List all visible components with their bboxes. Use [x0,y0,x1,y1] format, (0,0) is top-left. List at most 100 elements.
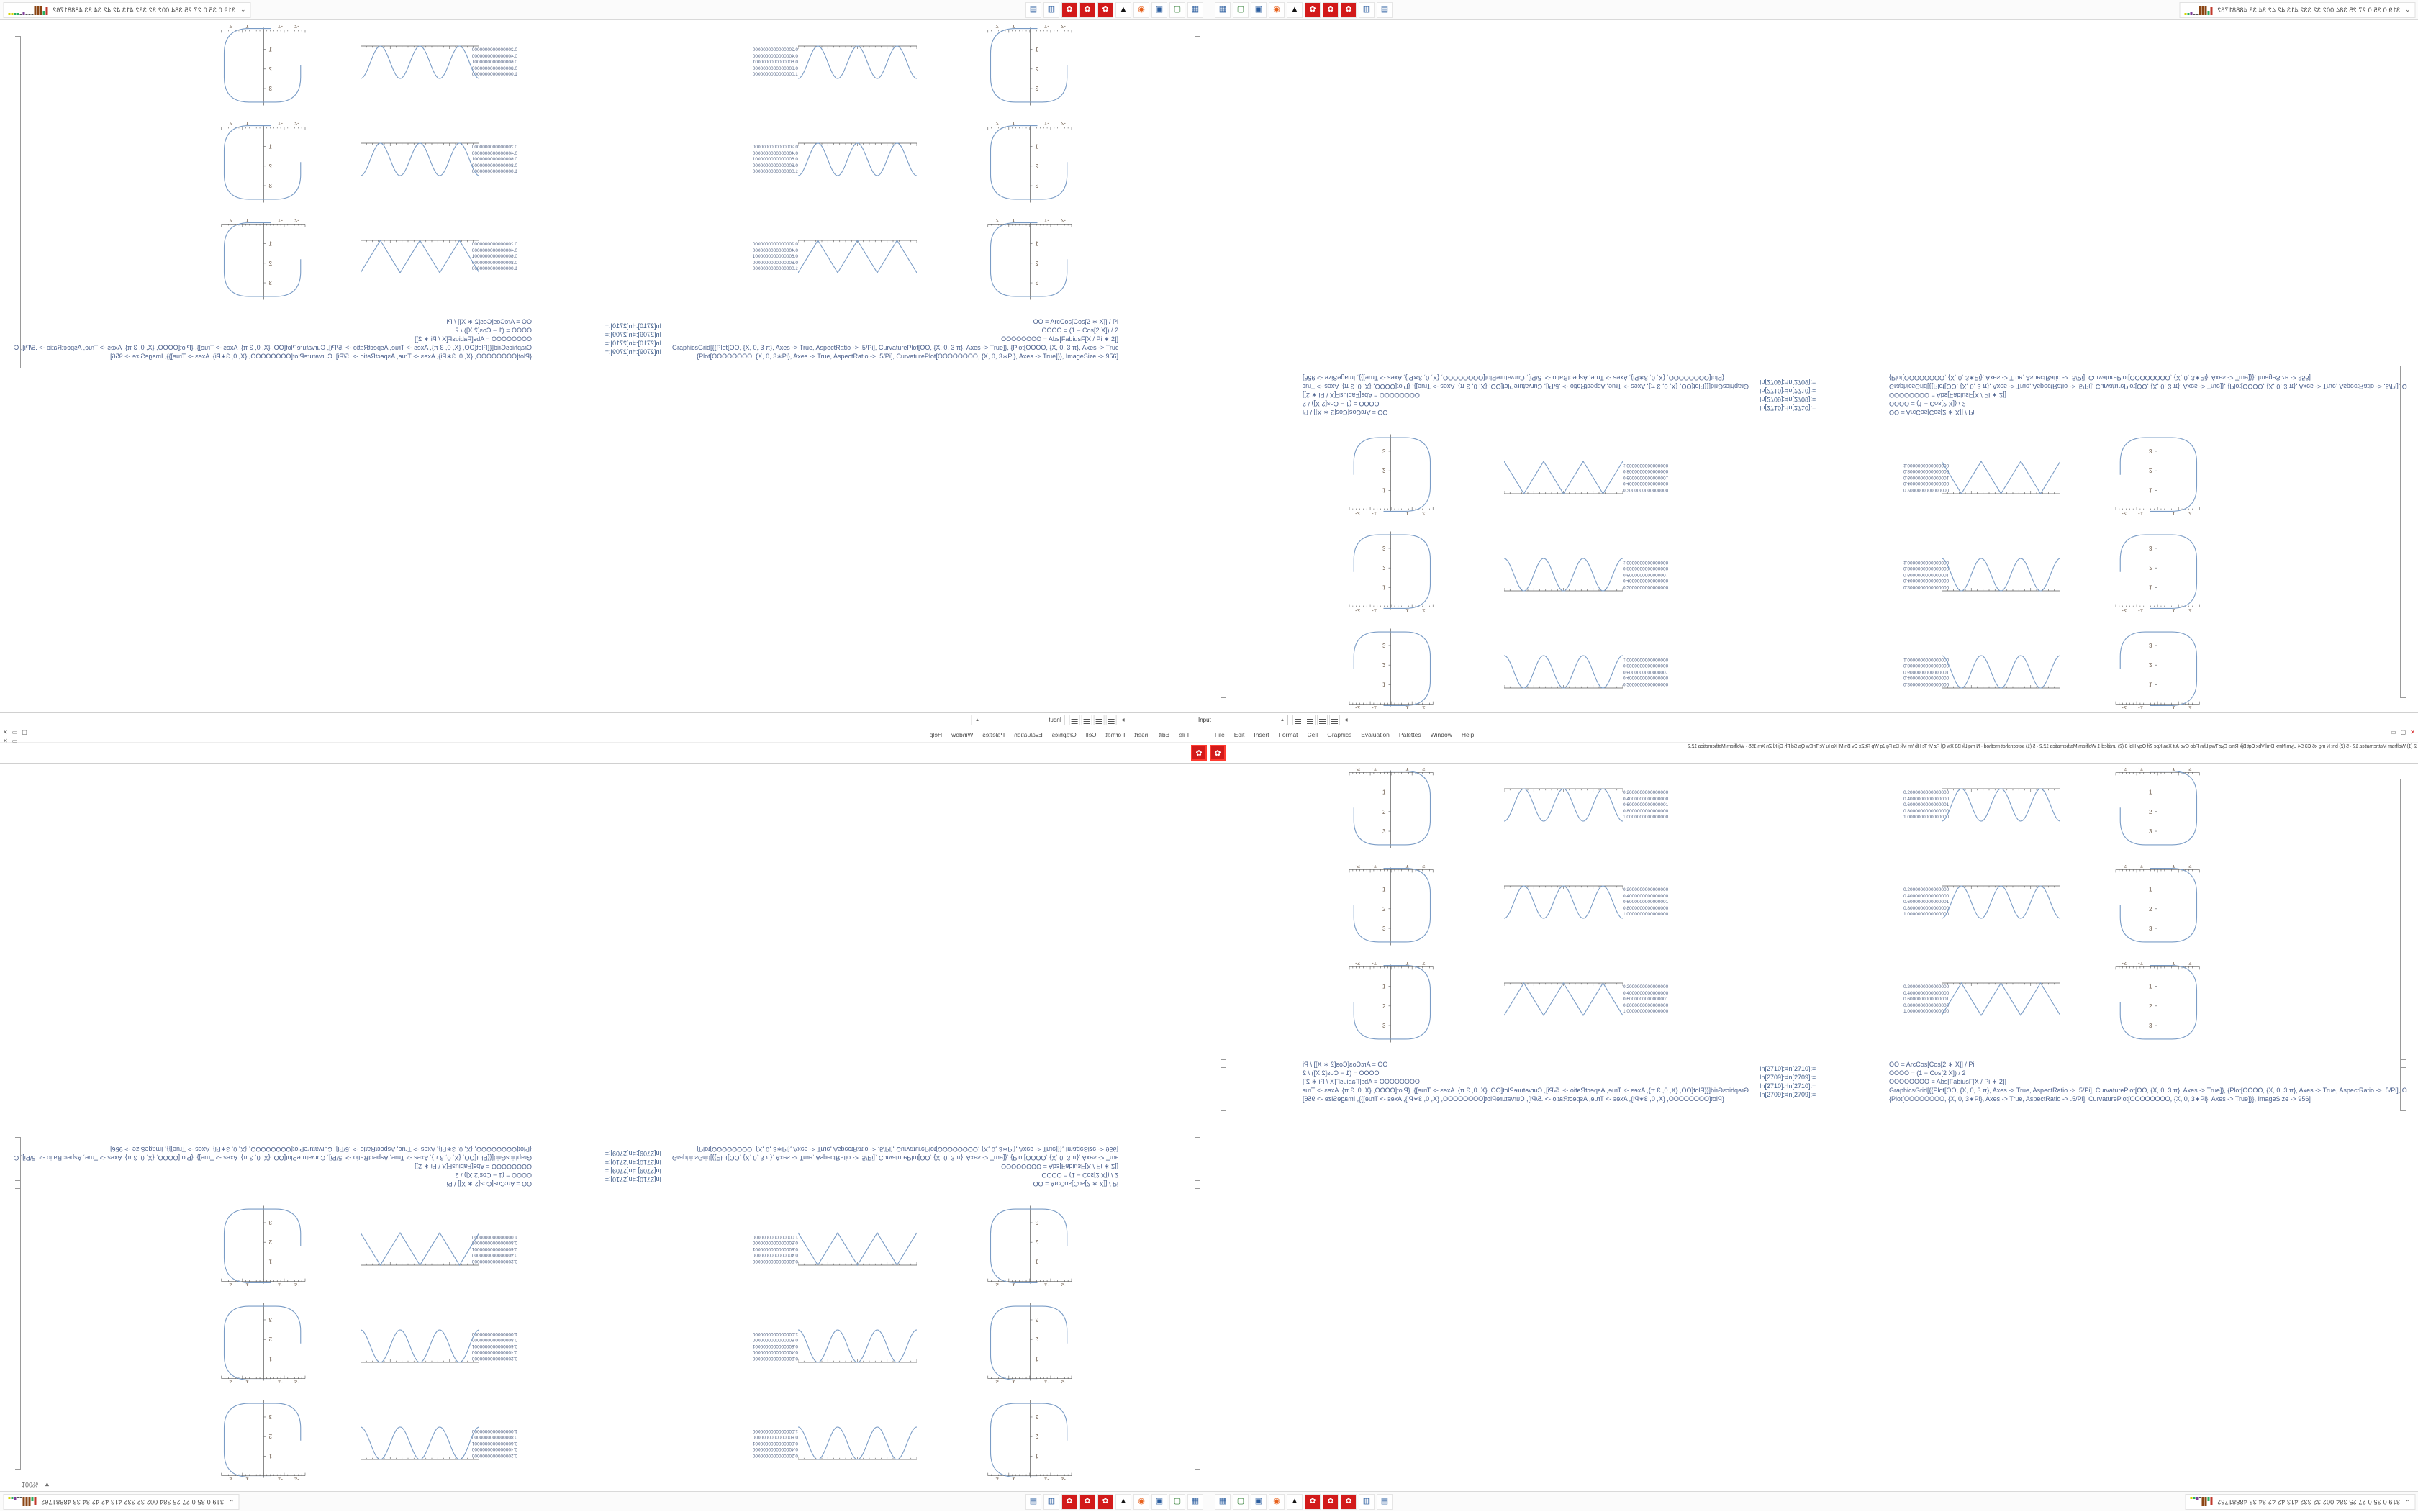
camera-icon[interactable]: ▦ [1215,1,1231,18]
close-icon[interactable]: ✕ [2410,729,2415,735]
cell-bracket[interactable] [1221,366,1226,417]
menu-item-palettes[interactable]: Palettes [1398,731,1421,738]
code-line[interactable]: OO = ArcCos[Cos[2 ∗ X]] / Pi [446,1180,532,1187]
menu-item-help[interactable]: Help [1461,731,1475,738]
window-controls-left[interactable]: ✕ ▭ ▢ [3,729,27,735]
code-line-mirrored[interactable]: OO = ArcCos[Cos[2 ∗ X]] / Pi [1033,1180,1118,1187]
align-justify-button[interactable] [1069,715,1080,725]
settings-gear-icon[interactable]: ✿ [1305,1,1321,18]
settings-gear-icon[interactable]: ✿ [1079,1493,1095,1510]
settings-gear-icon[interactable]: ✿ [1061,1493,1077,1510]
caret-right-icon[interactable]: ▶ [1121,718,1125,723]
code-line-mirrored[interactable]: OO = ArcCos[Cos[2 ∗ X]] / Pi [1303,409,1388,416]
alignment-button-group[interactable] [1292,715,1340,725]
cell-bracket[interactable] [15,317,21,368]
settings-gear-icon[interactable]: ✿ [1097,1493,1113,1510]
restore-icon[interactable]: ▭ [12,738,18,744]
align-right-button[interactable] [1082,715,1092,725]
format-toolbar-left[interactable]: ▶ Input ▲ [972,715,1125,725]
code-line-mirrored[interactable]: OOOO = (1 − Cos[2 X]) / 2 [1303,400,1380,407]
calculator-icon[interactable]: ▥ [1043,1493,1059,1510]
cell-bracket[interactable] [15,36,21,325]
menu-item-file[interactable]: File [1215,731,1225,738]
cell-bracket[interactable] [1195,317,1200,368]
terminal-icon[interactable]: ▤ [1377,1,1393,18]
settings-gear-icon[interactable]: ✿ [1323,1493,1339,1510]
firefox-browser-icon[interactable]: ◉ [1133,1493,1149,1510]
taskbar-top[interactable]: ▤ ▥ ✿ ✿ ✿ ▲ ◉ ▣ ▢ ▦ ▦ ▢ ▣ ◉ ▲ ✿ ✿ ✿ ▥ ▤ [547,1,1871,18]
terminal-icon[interactable]: ▤ [1377,1493,1393,1510]
close-icon[interactable]: ✕ [3,729,8,735]
chevron-down-icon[interactable]: ⌄ [2404,6,2410,13]
cell-bracket[interactable] [15,1137,21,1189]
notebook-canvas[interactable]: -2-11212324680.20000000000000000.4000000… [10,764,1205,1484]
chevron-up-icon[interactable]: ▲ [975,717,979,723]
chevron-up-icon[interactable]: ⌄ [2404,1498,2410,1506]
format-toolbar-right[interactable]: Input ▲ ◀ [1195,715,1348,725]
code-line[interactable]: GraphicsGrid[{{Plot[OO, {X, 0, 3 π}, Axe… [14,344,532,351]
zoom-level-indicator-bottom[interactable]: 100% ▼ [22,1481,50,1488]
cell-style-select-right[interactable]: Input ▲ [1195,715,1288,725]
code-line[interactable]: OOOOOOOO = Abs[FabiusF[X / Pi ∗ 2]] [415,335,532,343]
notebook-canvas[interactable]: -2-11212324680.20000000000000000.4000000… [1216,22,2411,712]
code-line[interactable]: {Plot[OOOOOOOO, {X, 0, 3∗Pi}, Axes -> Tr… [1889,374,2311,381]
cell-style-select-left[interactable]: Input ▲ [972,715,1065,725]
firefox-browser-icon[interactable]: ◉ [1269,1,1285,18]
code-line-mirrored[interactable]: OOOO = (1 − Cos[2 X]) / 2 [1303,1069,1380,1077]
mountain-photo-icon[interactable]: ▲ [1287,1493,1303,1510]
calculator-icon[interactable]: ▥ [1043,1,1059,18]
close-icon[interactable]: ✕ [3,738,8,744]
code-line-mirrored[interactable]: {Plot[OOOOOOOO, {X, 0, 3∗Pi}, Axes -> Tr… [697,353,1118,360]
alignment-button-group[interactable] [1069,715,1117,725]
cell-bracket[interactable] [2400,366,2406,417]
cell-bracket[interactable] [1195,36,1200,325]
align-center-button[interactable] [1305,715,1316,725]
maximize-icon[interactable]: ▢ [22,729,27,735]
settings-gear-icon[interactable]: ✿ [1079,1,1095,18]
monitor-icon[interactable]: ▢ [1169,1493,1185,1510]
system-stats-panel-right[interactable]: ⌄ 319 0.35 0.27 25 384 002 32 332 413 42… [2178,1,2415,18]
menu-item-window[interactable]: Window [1430,731,1452,738]
terminal-icon[interactable]: ▤ [1025,1493,1041,1510]
floppy-save-icon[interactable]: ▣ [1251,1493,1267,1510]
code-line-mirrored[interactable]: {Plot[OOOOOOOO, {X, 0, 3∗Pi}, Axes -> Tr… [1303,374,1724,381]
camera-icon[interactable]: ▦ [1187,1493,1203,1510]
caret-up-icon[interactable]: ▼ [44,1481,50,1488]
code-line[interactable]: OOOOOOOO = Abs[FabiusF[X / Pi ∗ 2]] [415,1163,532,1170]
align-left-button[interactable] [1106,715,1117,725]
menu-item-cell[interactable]: Cell [1085,731,1097,738]
chevron-up-icon[interactable]: ▲ [1280,717,1285,723]
menu-item-insert[interactable]: Insert [1134,731,1150,738]
menu-item-evaluation[interactable]: Evaluation [1014,731,1043,738]
monitor-icon[interactable]: ▢ [1169,1,1185,18]
cell-bracket[interactable] [1195,1137,1200,1189]
cell-bracket[interactable] [2400,779,2406,1068]
terminal-icon[interactable]: ▤ [1025,1,1041,18]
system-stats-panel-left[interactable]: ⌄ 319 0.35 0.27 25 384 002 32 332 413 42… [3,1,251,18]
notebook-canvas[interactable]: -2-11212324680.20000000000000000.4000000… [1216,764,2411,1484]
maximize-icon[interactable]: ▢ [2400,729,2406,735]
code-line-mirrored[interactable]: OO = ArcCos[Cos[2 ∗ X]] / Pi [1033,318,1118,325]
mountain-photo-icon[interactable]: ▲ [1115,1,1131,18]
minimize-icon[interactable]: ▭ [2391,729,2396,735]
window-controls-right[interactable]: ▭ ▢ ✕ [2391,729,2415,735]
code-line-mirrored[interactable]: OOOO = (1 − Cos[2 X]) / 2 [1041,1172,1118,1179]
align-justify-button[interactable] [1329,715,1340,725]
menu-item-edit[interactable]: Edit [1233,731,1245,738]
cell-bracket[interactable] [15,1180,21,1470]
chevron-down-icon[interactable]: ⌄ [240,6,246,13]
code-line[interactable]: OOOOOOOO = Abs[FabiusF[X / Pi ∗ 2]] [1889,1078,2006,1085]
code-line-mirrored[interactable]: GraphicsGrid[{{Plot[OO, {X, 0, 3 π}, Axe… [1303,383,1749,390]
menu-item-format[interactable]: Format [1278,731,1298,738]
floppy-save-icon[interactable]: ▣ [1151,1493,1167,1510]
caret-left-icon[interactable]: ◀ [1344,718,1348,723]
code-line[interactable]: {Plot[OOOOOOOO, {X, 0, 3∗Pi}, Axes -> Tr… [1889,1095,2311,1103]
floppy-save-icon[interactable]: ▣ [1151,1,1167,18]
code-line[interactable]: OO = ArcCos[Cos[2 ∗ X]] / Pi [1889,1061,1975,1068]
code-line[interactable]: OOOO = (1 − Cos[2 X]) / 2 [455,327,532,334]
menu-bar-right[interactable]: File Edit Insert Format Cell Graphics Evaluati… [1209,729,1511,741]
cell-bracket[interactable] [1195,1180,1200,1470]
menu-item-graphics[interactable]: Graphics [1051,731,1077,738]
align-center-button[interactable] [1094,715,1105,725]
cell-bracket[interactable] [2400,1059,2406,1111]
